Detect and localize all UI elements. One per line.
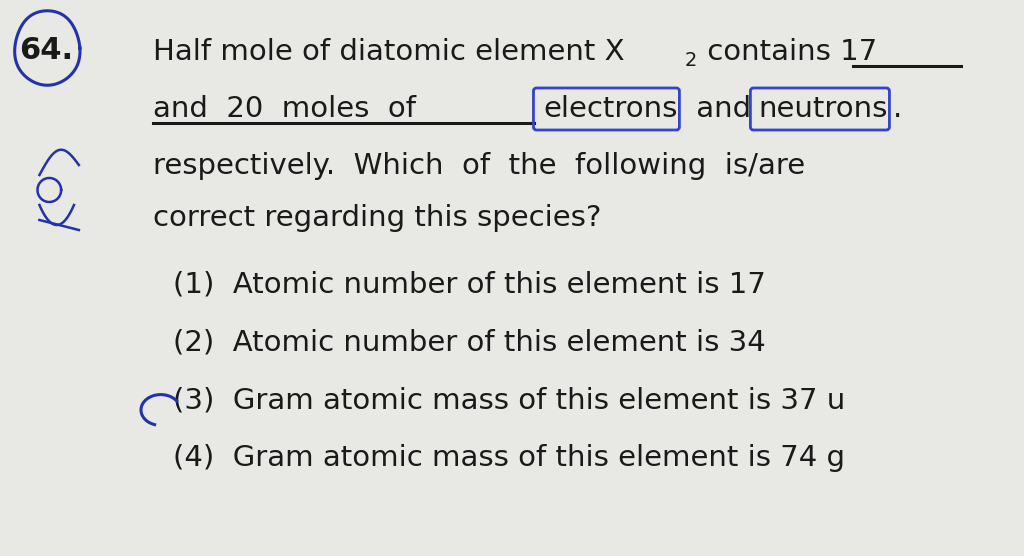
Text: contains 17: contains 17 — [698, 38, 878, 66]
Text: and: and — [687, 95, 752, 123]
Text: (1)  Atomic number of this element is 17: (1) Atomic number of this element is 17 — [173, 270, 765, 298]
Text: (4)  Gram atomic mass of this element is 74 g: (4) Gram atomic mass of this element is … — [173, 444, 845, 472]
Text: (3)  Gram atomic mass of this element is 37 u: (3) Gram atomic mass of this element is … — [173, 386, 845, 414]
Text: 64.: 64. — [19, 36, 74, 64]
Text: electrons: electrons — [544, 95, 678, 123]
Text: respectively.  Which  of  the  following  is/are: respectively. Which of the following is/… — [153, 152, 805, 180]
Text: correct regarding this species?: correct regarding this species? — [153, 204, 601, 232]
Text: (2)  Atomic number of this element is 34: (2) Atomic number of this element is 34 — [173, 328, 765, 356]
Text: 2: 2 — [684, 51, 696, 70]
Text: Half mole of diatomic element X: Half mole of diatomic element X — [153, 38, 625, 66]
Text: neutrons: neutrons — [759, 95, 888, 123]
Text: .: . — [892, 95, 902, 123]
Text: and  20  moles  of: and 20 moles of — [153, 95, 416, 123]
